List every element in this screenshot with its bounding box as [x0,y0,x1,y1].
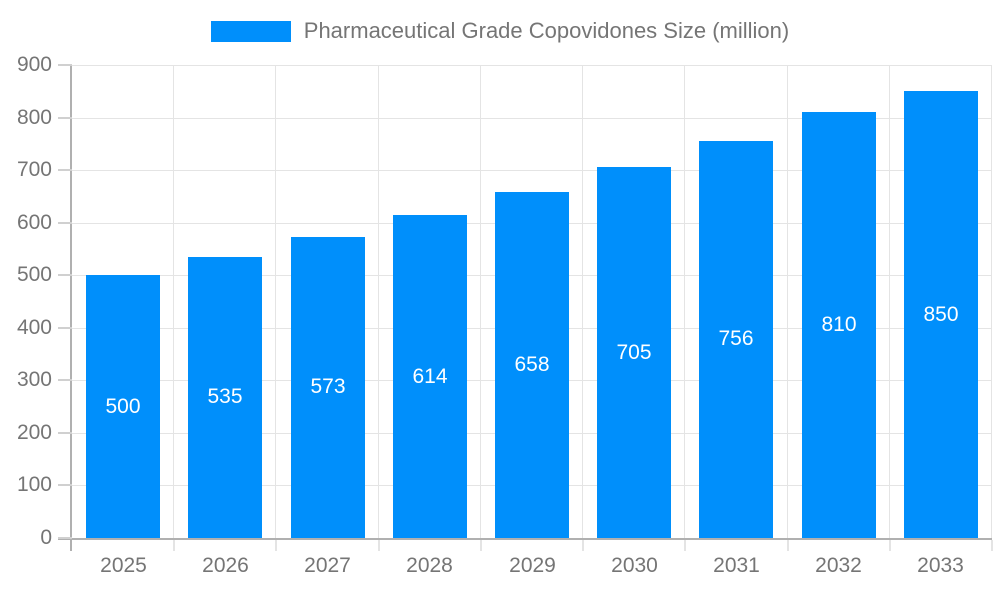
bar-value-label: 535 [207,385,243,408]
gridline-horizontal [72,118,992,119]
y-axis-tick [58,537,72,539]
bar [699,141,773,538]
x-axis-tick [275,540,277,551]
gridline-vertical [173,65,174,538]
bar [393,215,467,538]
gridline-horizontal [72,65,992,66]
y-axis-tick [58,484,72,486]
x-axis-tick-label: 2028 [406,554,453,577]
bar [802,112,876,538]
y-axis-tick-label: 800 [16,106,52,129]
gridline-vertical [378,65,379,538]
x-axis-tick-label: 2030 [611,554,658,577]
x-axis-tick [378,540,380,551]
y-axis-tick-label: 200 [16,421,52,444]
bar-value-label: 658 [514,353,550,376]
gridline-vertical [275,65,276,538]
gridline-vertical [991,65,992,538]
bar [904,91,978,538]
x-axis-tick [173,540,175,551]
gridline-vertical [480,65,481,538]
bar [291,237,365,538]
gridline-vertical [684,65,685,538]
y-axis-tick-label: 0 [40,526,52,549]
x-axis-tick [480,540,482,551]
bar-value-label: 705 [616,341,652,364]
y-axis-tick-label: 900 [16,53,52,76]
x-axis-tick [889,540,891,551]
x-axis-tick-label: 2029 [509,554,556,577]
y-axis-tick-label: 700 [16,158,52,181]
bar [86,275,160,538]
x-axis-tick-label: 2032 [815,554,862,577]
y-axis-tick [58,222,72,224]
x-axis-tick-label: 2031 [713,554,760,577]
bar [495,192,569,538]
y-axis-tick-label: 500 [16,263,52,286]
x-axis-line [58,538,992,540]
x-axis-tick [582,540,584,551]
y-axis-tick [58,274,72,276]
plot-area: 0 100 200 300 400 500 600 700 800 900 500 2025 535 20… [17,53,993,577]
x-axis-tick [787,540,789,551]
x-axis-tick-label: 2025 [100,554,147,577]
legend-item[interactable]: Pharmaceutical Grade Copovidones Size (m… [210,18,790,44]
y-axis-tick [58,64,72,66]
y-axis-tick [58,327,72,329]
bar-value-label: 614 [412,365,448,388]
x-axis-tick-label: 2033 [917,554,964,577]
x-axis-tick [684,540,686,551]
x-axis-tick [991,540,993,551]
gridline-vertical [787,65,788,538]
y-axis-tick [58,432,72,434]
bar-value-label: 756 [718,327,754,350]
bar-value-label: 573 [310,375,346,398]
bar-value-label: 500 [105,395,141,418]
legend-series-label: Pharmaceutical Grade Copovidones Size (m… [303,18,790,43]
y-axis-tick [58,379,72,381]
legend-swatch-icon [210,20,291,42]
x-axis-tick-label: 2026 [202,554,249,577]
gridline-vertical [889,65,890,538]
y-axis-line [70,65,72,551]
bar-value-label: 810 [821,313,857,336]
y-axis-tick [58,117,72,119]
bar-value-label: 850 [923,303,959,326]
bar [597,167,671,538]
y-axis-tick-label: 300 [16,368,52,391]
gridline-horizontal [72,170,992,171]
legend: Pharmaceutical Grade Copovidones Size (m… [0,17,1000,45]
bar [188,257,262,538]
y-axis-tick-label: 600 [16,211,52,234]
y-axis-tick [58,169,72,171]
x-axis-tick-label: 2027 [304,554,351,577]
y-axis-tick-label: 400 [16,316,52,339]
y-axis-tick-label: 100 [16,473,52,496]
gridline-vertical [582,65,583,538]
